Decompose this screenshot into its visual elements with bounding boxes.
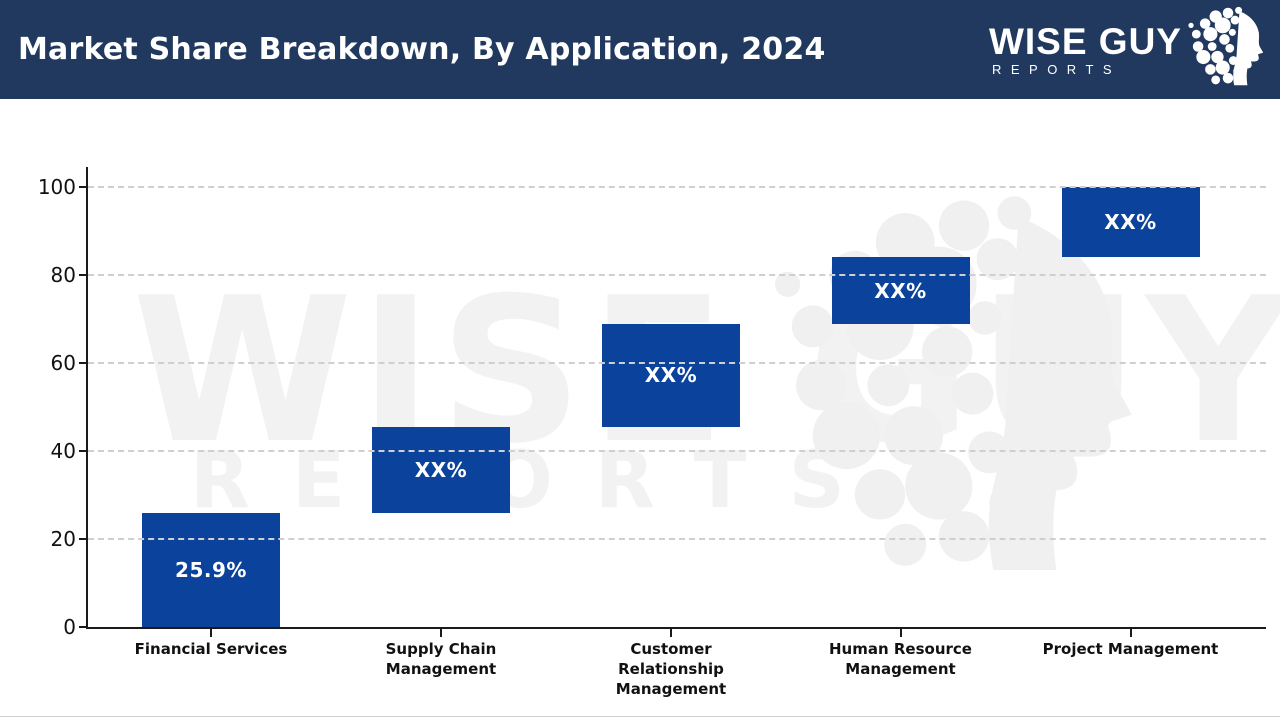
bar-value-label-5: XX%: [1104, 210, 1157, 235]
y-tick-label-0: 0: [63, 615, 76, 639]
y-tick-label-80: 80: [50, 263, 76, 287]
header: Market Share Breakdown, By Application, …: [0, 0, 1280, 99]
bar-value-label-1: 25.9%: [175, 558, 247, 582]
y-tick-100: [79, 186, 88, 188]
bar-2: XX%: [372, 426, 510, 514]
gridline-40: [88, 450, 1266, 452]
y-tick-40: [79, 450, 88, 452]
gridline-100: [88, 186, 1266, 188]
x-tick-3: [670, 629, 672, 637]
x-category-label-4: Human Resource Management: [829, 640, 972, 678]
bar-3: XX%: [602, 323, 740, 427]
x-tick-4: [899, 629, 902, 637]
gridline-80: [88, 274, 1266, 276]
x-category-label-3: Customer Relationship Management: [615, 640, 727, 698]
x-tick-1: [210, 629, 212, 637]
y-axis: [86, 167, 88, 629]
bar-1: 25.9%: [142, 513, 280, 627]
brand-subtitle: REPORTS: [991, 62, 1122, 77]
y-tick-80: [79, 274, 88, 276]
bottom-border: [0, 716, 1280, 717]
brand-name: WISE GUY: [988, 21, 1182, 62]
y-tick-label-40: 40: [50, 439, 76, 463]
brand-logo-text: WISE GUY REPORTS: [989, 23, 1182, 76]
x-axis: [86, 627, 1266, 629]
y-tick-0: [79, 626, 88, 628]
y-tick-label-20: 20: [50, 527, 76, 551]
y-tick-label-60: 60: [50, 351, 76, 375]
brand-logo: WISE GUY REPORTS: [989, 6, 1280, 94]
x-tick-5: [1129, 629, 1132, 637]
bar-value-label-2: XX%: [414, 457, 468, 482]
x-category-label-2: Supply Chain Management: [385, 640, 497, 678]
gridline-60: [88, 362, 1266, 364]
bar-5: XX%: [1061, 187, 1200, 258]
y-tick-60: [79, 362, 88, 364]
bar-value-label-3: XX%: [644, 363, 698, 388]
x-tick-2: [440, 629, 442, 637]
y-tick-label-100: 100: [37, 175, 76, 199]
page-title: Market Share Breakdown, By Application, …: [18, 32, 826, 67]
brand-head-icon: [1188, 6, 1264, 85]
bar-4: XX%: [831, 257, 970, 324]
x-category-label-5: Project Management: [1042, 640, 1219, 658]
y-tick-20: [79, 538, 88, 540]
gridline-20: [88, 538, 1266, 540]
bar-value-label-4: XX%: [874, 278, 927, 303]
x-category-label-1: Financial Services: [134, 640, 288, 658]
watermark-text-line2: REPORTS: [190, 436, 887, 526]
